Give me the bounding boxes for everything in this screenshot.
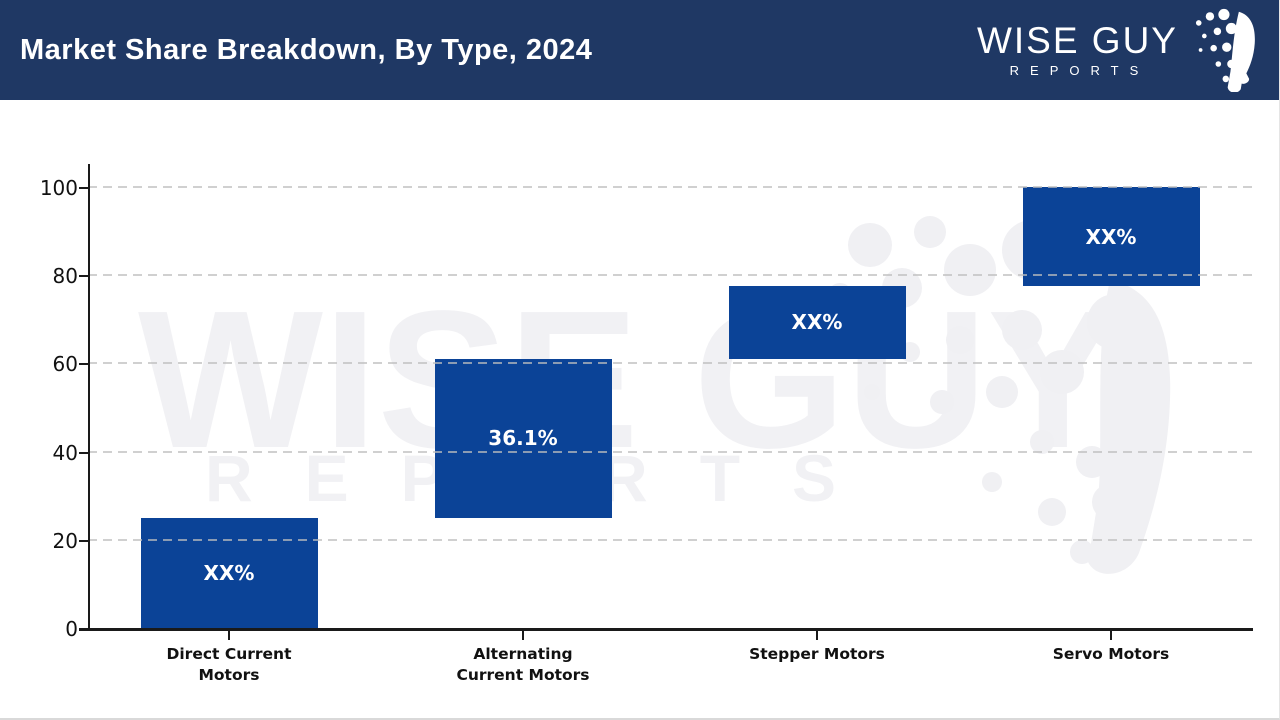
bar-direct-current-motors xyxy=(140,517,318,628)
bar-value-label: 36.1% xyxy=(488,426,558,451)
y-axis-tick-label: 20 xyxy=(52,528,78,553)
x-axis-tick-label: Stepper Motors xyxy=(749,645,885,663)
y-axis-tick xyxy=(79,628,88,630)
y-axis-tick-label: 100 xyxy=(39,176,78,200)
watermark-dotted-face xyxy=(828,216,1171,574)
x-axis-line xyxy=(79,628,1253,631)
y-axis-line xyxy=(88,164,90,630)
y-axis-tick xyxy=(79,363,88,366)
bar-stepper-motors xyxy=(728,286,906,359)
logo-wordmark: WISE GUY xyxy=(976,20,1178,61)
y-axis-tick xyxy=(79,187,88,189)
x-axis-tick xyxy=(228,631,230,640)
header-bar: Market Share Breakdown, By Type, 2024 WI… xyxy=(0,0,1279,100)
waterfall-chart: 0 20 40 60 80 100 XX% Direct Current Motors 36.1%… xyxy=(0,100,1279,718)
watermark-wordmark: WISE GUY xyxy=(138,270,1119,489)
page-title: Market Share Breakdown, By Type, 2024 xyxy=(20,33,593,66)
gridline xyxy=(88,450,1253,453)
x-axis-tick xyxy=(522,631,524,640)
y-axis-tick-label: 80 xyxy=(52,264,78,289)
gridline xyxy=(88,274,1253,277)
bar-alternating-current-motors xyxy=(434,358,612,518)
logo-subtitle: REPORTS xyxy=(1009,63,1150,78)
y-axis-tick xyxy=(79,275,88,278)
wise-guy-logo: WISE GUY REPORTS xyxy=(977,8,1279,92)
bar-value-label: XX% xyxy=(203,560,255,585)
y-axis-tick xyxy=(79,451,88,454)
gridline xyxy=(88,538,1253,541)
x-axis-tick-label: Servo Motors xyxy=(1052,645,1170,663)
x-axis-tick xyxy=(816,631,818,640)
bar-value-label: XX% xyxy=(791,310,843,335)
gridline xyxy=(88,186,1253,188)
bar-value-label: XX% xyxy=(1085,224,1137,249)
y-axis-tick-label: 60 xyxy=(52,352,78,377)
y-axis-tick-label: 40 xyxy=(52,440,78,465)
x-axis-tick xyxy=(1110,631,1112,640)
y-axis-tick-label: 0 xyxy=(65,617,78,641)
x-axis-tick-label: Direct Current Motors xyxy=(166,645,292,684)
logo-dotted-face-icon xyxy=(1195,8,1255,92)
bar-servo-motors xyxy=(1022,187,1200,287)
y-axis-tick xyxy=(79,539,88,542)
x-axis-tick-label: Alternating Current Motors xyxy=(456,645,590,684)
gridline xyxy=(88,362,1253,365)
logo-text: WISE GUY REPORTS xyxy=(977,22,1178,78)
